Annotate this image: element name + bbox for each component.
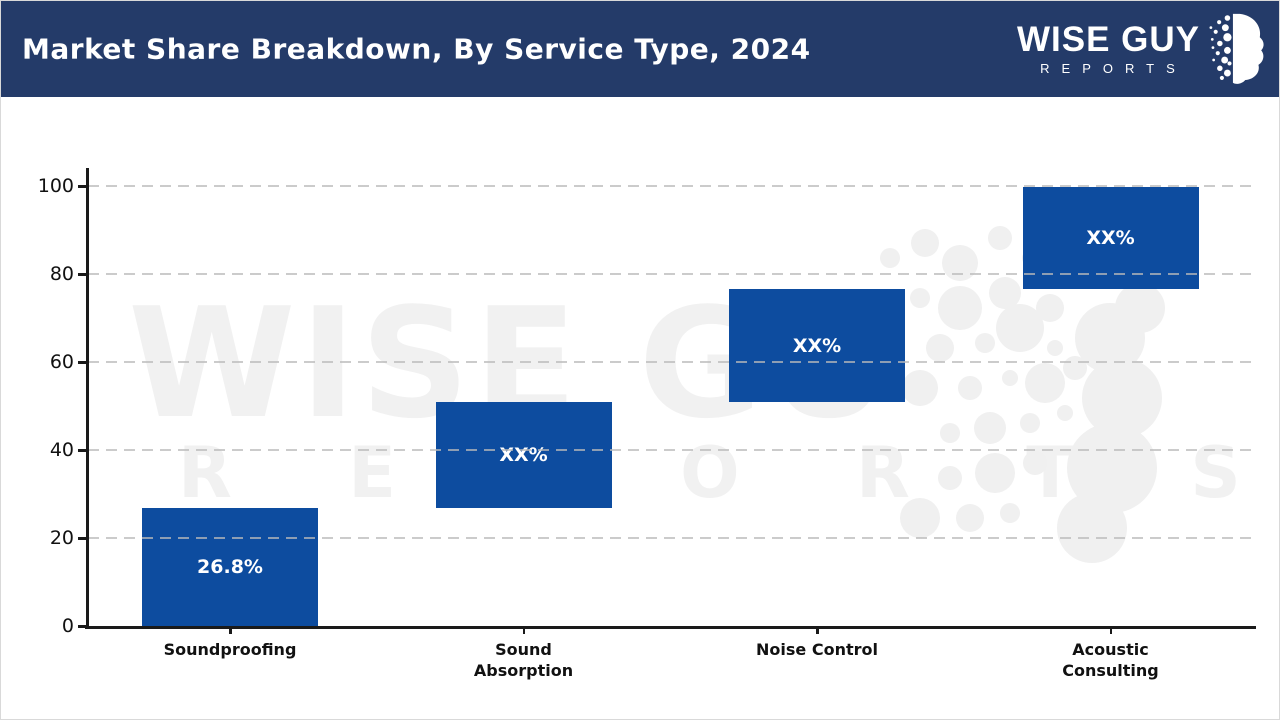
x-category-label-1: Sound Absorption — [473, 640, 574, 680]
logo-text: WISE GUY REPORTS — [1017, 22, 1200, 76]
y-tick-mark-20 — [78, 537, 86, 540]
y-tick-label-40: 40 — [49, 439, 74, 461]
x-category-label-0: Soundproofing — [163, 640, 297, 659]
y-tick-label-20: 20 — [49, 527, 74, 549]
x-tick-mark-1 — [522, 626, 525, 634]
logo-sub-text: REPORTS — [1040, 61, 1187, 76]
y-tick-label-60: 60 — [49, 351, 74, 373]
x-tick-mark-2 — [816, 626, 819, 634]
y-tick-mark-100 — [78, 185, 86, 188]
bar-value-label: 26.8% — [197, 556, 263, 579]
y-tick-label-100: 100 — [37, 175, 74, 197]
gridline-100 — [88, 185, 1253, 187]
gridline-80 — [88, 273, 1253, 275]
x-tick-mark-0 — [229, 626, 232, 634]
x-category-label-2: Noise Control — [756, 640, 878, 659]
gridline-60 — [88, 361, 1253, 363]
logo-brand-text: WISE GUY — [1016, 20, 1200, 59]
header-bar: Market Share Breakdown, By Service Type,… — [0, 0, 1280, 97]
chart-title: Market Share Breakdown, By Service Type,… — [22, 32, 811, 65]
y-tick-label-0: 0 — [61, 615, 74, 637]
y-tick-mark-0 — [78, 625, 86, 628]
y-tick-label-80: 80 — [49, 263, 74, 285]
x-category-label-3: Acoustic Consulting — [1062, 640, 1159, 680]
x-tick-mark-3 — [1109, 626, 1112, 634]
x-axis-line — [85, 626, 1256, 629]
bar-noise-control: XX% — [729, 288, 905, 403]
waterfall-chart-plot-area: 0 20 40 60 80 100 26.8% Soundproofing XX% Sound A… — [38, 168, 1256, 680]
gridline-20 — [88, 537, 1253, 539]
bar-acoustic-consulting: XX% — [1022, 186, 1199, 289]
y-tick-mark-80 — [78, 273, 86, 276]
wise-guy-reports-logo: WISE GUY REPORTS — [1017, 8, 1266, 90]
bar-value-label: XX% — [792, 334, 842, 357]
bar-soundproofing: 26.8% — [142, 508, 318, 626]
dotted-face-icon — [1209, 13, 1264, 84]
bar-value-label: XX% — [499, 444, 548, 467]
y-tick-mark-60 — [78, 361, 86, 364]
gridline-40 — [88, 449, 1253, 451]
bar-sound-absorption: XX% — [435, 402, 612, 509]
bar-value-label: XX% — [1086, 226, 1135, 249]
y-tick-mark-40 — [78, 449, 86, 452]
y-axis-line — [86, 168, 89, 628]
